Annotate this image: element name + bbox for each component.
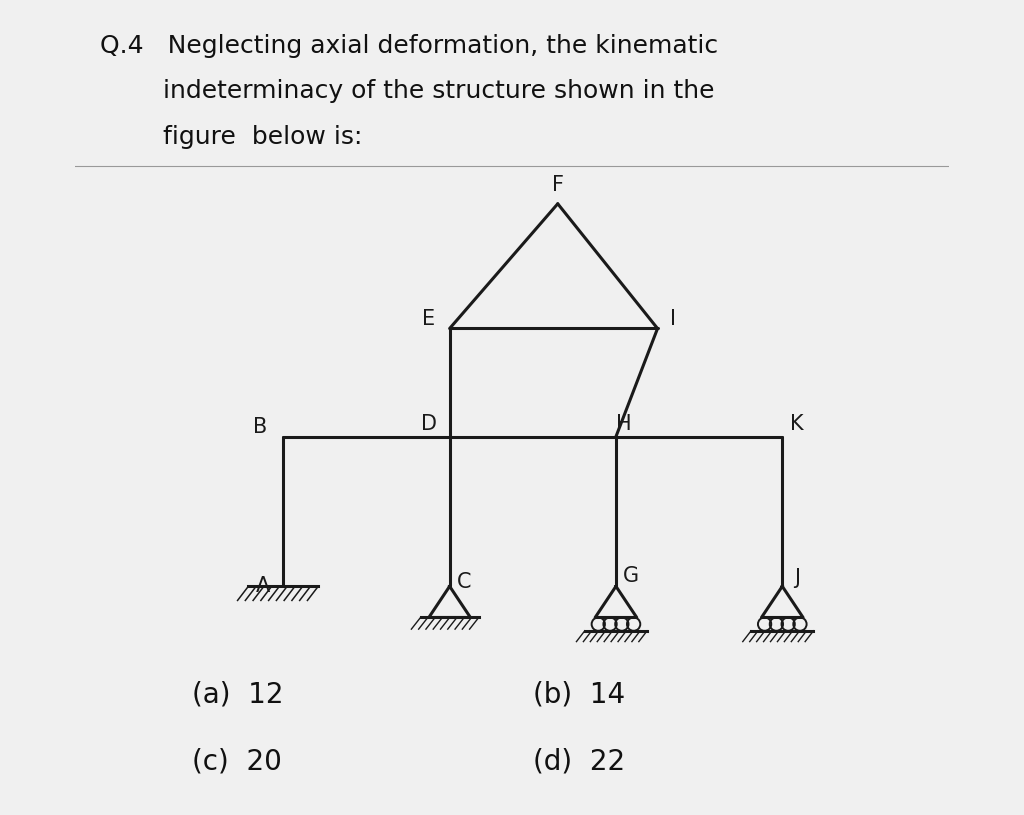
Text: I: I [670,309,676,328]
Text: indeterminacy of the structure shown in the: indeterminacy of the structure shown in … [163,80,714,104]
Text: H: H [616,414,632,434]
Text: A: A [255,576,269,597]
Text: (c)  20: (c) 20 [191,747,282,775]
Text: F: F [552,175,564,196]
Text: K: K [791,414,804,434]
Text: C: C [458,572,472,593]
Text: (a)  12: (a) 12 [191,681,284,709]
Text: (d)  22: (d) 22 [532,747,625,775]
Text: Q.4   Neglecting axial deformation, the kinematic: Q.4 Neglecting axial deformation, the ki… [100,33,719,58]
Text: figure  below is:: figure below is: [163,126,362,149]
Text: G: G [623,566,639,586]
Text: D: D [421,414,437,434]
Text: E: E [422,309,435,328]
Text: B: B [253,416,267,437]
Text: J: J [795,568,800,588]
Text: (b)  14: (b) 14 [532,681,625,709]
